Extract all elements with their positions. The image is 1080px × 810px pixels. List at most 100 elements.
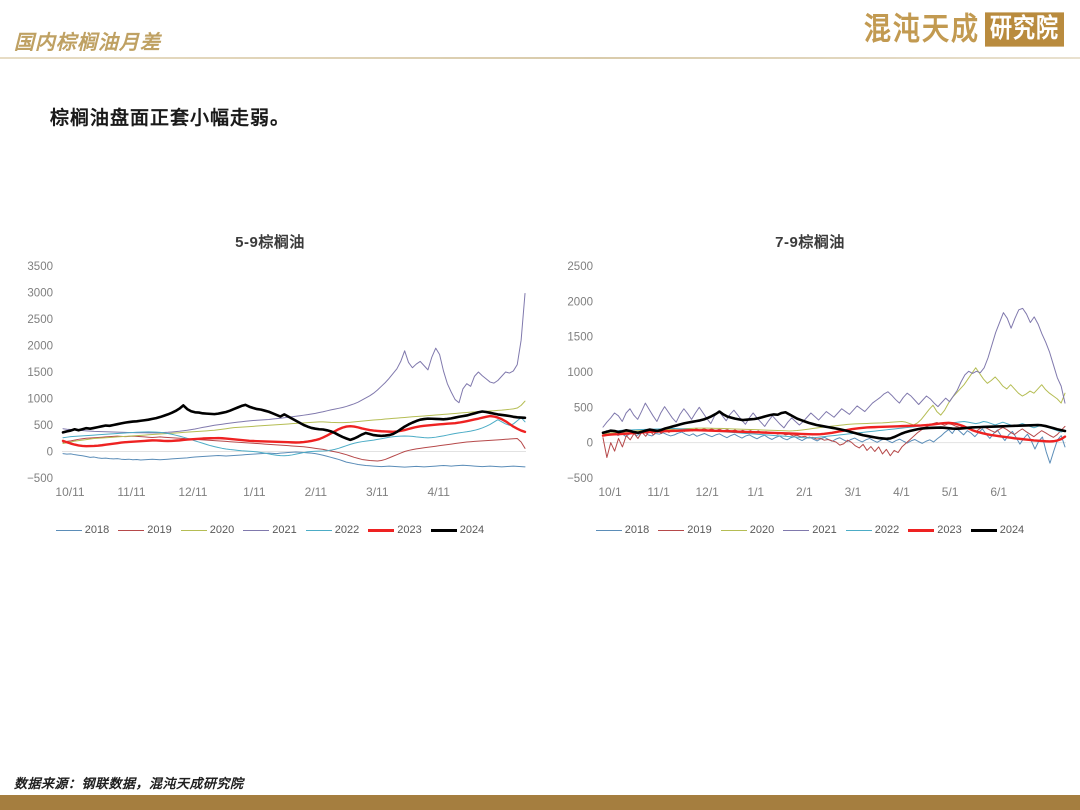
legend-label-2022: 2022	[874, 524, 900, 536]
chart-svg-7-9: 2500 2000 1500 1000 500 0 −500 10/1 11/1 12/1 1/1 2…	[567, 261, 1067, 499]
x-axis-tick-label: 12/11	[178, 485, 207, 499]
summary-note: 棕榈油盘面正套小幅走弱。	[50, 108, 291, 129]
series-line-2021	[62, 293, 526, 434]
y-axis-tick-label: 3500	[27, 261, 53, 273]
series-line-2020	[62, 400, 526, 445]
legend-swatch-2024	[430, 528, 457, 532]
legend-item-2021[interactable]: 2021	[783, 524, 837, 536]
legend-swatch-2018	[595, 529, 622, 531]
legend-swatch-2022	[845, 529, 872, 531]
legend-item-2020[interactable]: 2020	[720, 524, 775, 536]
legend-swatch-2021	[783, 529, 810, 531]
legend-label-2022: 2022	[334, 524, 360, 536]
series-line-2022	[62, 417, 526, 457]
brand-logo: 混沌天成 研究院	[864, 8, 1064, 50]
legend-item-2024[interactable]: 2024	[430, 524, 485, 536]
legend-label-2019: 2019	[687, 524, 712, 536]
chart-panel-7-9: 7-9棕榈油 2500 2000 1500 1000 500 0 −500 10/1 11/1 1…	[540, 225, 1080, 555]
x-axis-tick-label: 3/11	[366, 485, 389, 499]
y-axis-tick-label: 500	[34, 420, 53, 432]
x-axis-tick-label: 1/1	[747, 485, 764, 499]
legend-label-2023: 2023	[397, 524, 422, 536]
x-axis-tick-label: 6/1	[990, 485, 1007, 499]
x-axis-tick-label: 4/11	[428, 485, 451, 499]
legend-label-2021: 2021	[812, 524, 837, 536]
legend-item-2023[interactable]: 2023	[908, 524, 962, 536]
legend-label-2024: 2024	[999, 524, 1025, 536]
brand-logo-text: 混沌天成	[863, 11, 980, 46]
chart-legend-7-9: 2018 2019 2020 2021 2022 2023 2024	[540, 524, 1080, 536]
series-line-2023	[601, 421, 1067, 443]
series-line-2024	[61, 403, 527, 442]
legend-label-2024: 2024	[459, 524, 485, 536]
series-line-2020	[602, 367, 1066, 435]
x-axis-tick-label: 2/1	[796, 485, 813, 499]
legend-item-2022[interactable]: 2022	[845, 524, 900, 536]
series-line-2023	[61, 414, 527, 448]
legend-item-2019[interactable]: 2019	[658, 524, 712, 536]
legend-label-2019: 2019	[147, 524, 172, 536]
legend-label-2018: 2018	[84, 524, 110, 536]
y-axis-tick-label: −500	[27, 473, 53, 485]
legend-item-2020[interactable]: 2020	[180, 524, 235, 536]
y-axis-tick-label: 2500	[567, 261, 593, 273]
legend-swatch-2022	[305, 529, 332, 531]
legend-swatch-2018	[55, 529, 82, 531]
legend-swatch-2019	[658, 529, 685, 531]
slide-header: 国内棕榈油月差 混沌天成 研究院	[0, 0, 1080, 60]
y-axis-tick-label: 2500	[27, 314, 53, 326]
x-axis-tick-label: 5/1	[942, 485, 959, 499]
footer-bar	[0, 795, 1080, 810]
series-line-2024	[601, 410, 1067, 441]
legend-swatch-2021	[243, 529, 270, 531]
legend-item-2019[interactable]: 2019	[118, 524, 172, 536]
x-axis-tick-label: 11/1	[647, 485, 670, 499]
chart-legend-5-9: 2018 2019 2020 2021 2022 2023 2024	[0, 524, 540, 536]
y-axis-tick-label: 500	[574, 402, 593, 414]
legend-item-2023[interactable]: 2023	[368, 524, 422, 536]
page-title: 国内棕榈油月差	[14, 32, 161, 54]
legend-swatch-2024	[970, 528, 997, 532]
footer-source: 数据来源：钢联数据，混沌天成研究院	[14, 776, 244, 791]
series-line-2018	[62, 451, 526, 468]
x-axis-tick-label: 3/1	[845, 485, 862, 499]
y-axis-tick-label: 1000	[27, 394, 53, 406]
legend-item-2018[interactable]: 2018	[55, 524, 110, 536]
series-line-2019	[62, 435, 526, 462]
chart-panel-5-9: 5-9棕榈油 3500 3000 2500 2000 1500 1000 500 0 −500 1…	[0, 225, 540, 555]
y-axis-tick-label: 1500	[27, 367, 53, 379]
chart-title-7-9: 7-9棕榈油	[775, 234, 845, 251]
legend-label-2023: 2023	[937, 524, 962, 536]
y-axis-tick-label: 2000	[27, 341, 53, 353]
x-axis-tick-label: 10/11	[55, 485, 84, 499]
y-axis-tick-label: 0	[47, 447, 53, 459]
x-axis-tick-label: 12/1	[695, 485, 719, 499]
legend-label-2020: 2020	[209, 524, 235, 536]
x-axis-tick-label: 10/1	[598, 485, 622, 499]
x-axis-tick-label: 4/1	[893, 485, 910, 499]
chart-plot-5-9: 3500 3000 2500 2000 1500 1000 500 0 −500 10/11 11/…	[0, 258, 540, 508]
legend-item-2024[interactable]: 2024	[970, 524, 1025, 536]
series-line-2021	[602, 307, 1066, 429]
header-divider	[0, 57, 1080, 59]
y-axis-tick-label: 1000	[567, 367, 593, 379]
legend-label-2021: 2021	[272, 524, 297, 536]
legend-swatch-2023	[908, 528, 935, 532]
legend-item-2022[interactable]: 2022	[305, 524, 360, 536]
legend-swatch-2019	[118, 529, 145, 531]
y-axis-tick-label: 2000	[567, 296, 593, 308]
legend-swatch-2023	[368, 528, 395, 532]
y-axis-tick-label: −500	[567, 473, 593, 485]
legend-swatch-2020	[720, 529, 747, 531]
legend-item-2021[interactable]: 2021	[243, 524, 297, 536]
x-axis-tick-label: 11/11	[117, 485, 146, 499]
chart-title-5-9: 5-9棕榈油	[235, 234, 305, 251]
series-line-2022	[602, 420, 1066, 439]
legend-item-2018[interactable]: 2018	[595, 524, 649, 536]
legend-label-2020: 2020	[749, 524, 775, 536]
brand-logo-seal: 研究院	[984, 11, 1064, 47]
series-line-2018	[602, 427, 1066, 464]
y-axis-tick-label: 0	[587, 438, 593, 450]
x-axis-tick-label: 2/11	[305, 485, 328, 499]
